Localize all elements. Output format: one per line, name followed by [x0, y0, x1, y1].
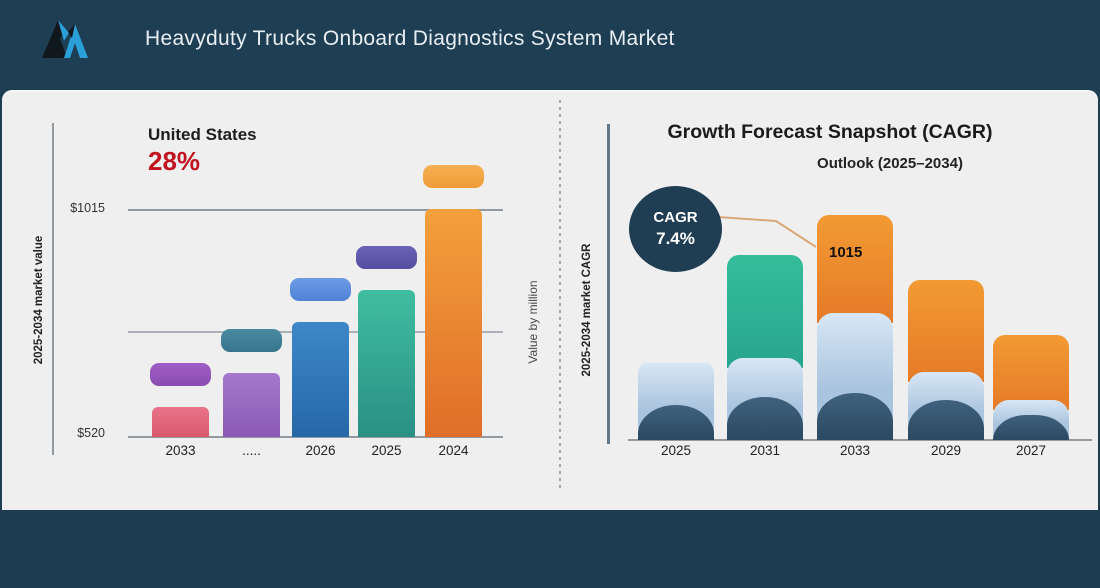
x-label-2024: 2024	[438, 443, 469, 458]
x-label-2026: 2026	[305, 443, 336, 458]
cagr-badge-label: CAGR	[653, 209, 698, 226]
segment-top-2033	[817, 215, 893, 323]
segment-top-2029	[908, 280, 984, 382]
x-label-.....: .....	[242, 443, 261, 458]
x-label-right-2033: 2033	[839, 443, 871, 458]
segment-top-2031	[727, 255, 803, 368]
left-y-axis-line	[52, 123, 54, 455]
left-region-label: United States	[148, 125, 257, 144]
segment-base-2029	[908, 400, 984, 440]
left-x-axis-line	[128, 436, 503, 438]
bar-cap-2026	[290, 278, 351, 301]
bar-2025	[358, 290, 415, 437]
right-x-axis-line	[628, 439, 1092, 441]
header-bar: Heavyduty Trucks Onboard Diagnostics Sys…	[0, 0, 1100, 90]
left-gridline-top	[128, 209, 503, 211]
bar-.....	[223, 373, 280, 437]
left-highlight-value: 28%	[148, 146, 201, 176]
segment-base-2033	[817, 393, 893, 440]
cagr-badge-value: 7.4%	[656, 228, 695, 248]
left-tick-520: $520	[77, 426, 105, 440]
segment-base-2031	[727, 397, 803, 440]
right-chart-subtitle: Outlook (2025–2034)	[817, 155, 963, 172]
x-label-right-2027: 2027	[1015, 443, 1047, 458]
bar-cap-.....	[221, 329, 282, 352]
bar-cap-2025	[356, 246, 417, 269]
bar-2024	[425, 209, 482, 437]
left-right-axis-title: Value by million	[526, 280, 540, 364]
right-chart-title: Growth Forecast Snapshot (CAGR)	[667, 121, 993, 143]
x-label-right-2025: 2025	[660, 443, 692, 458]
left-y-axis-title: 2025-2034 market value	[33, 235, 45, 365]
left-tick-1015: $1015	[70, 201, 105, 215]
panel-divider	[559, 100, 561, 492]
right-y-axis-line	[607, 124, 610, 444]
bar-annotation-1015: 1015	[829, 244, 863, 261]
right-y-axis-title: 2025-2034 market CAGR	[581, 243, 593, 377]
x-label-right-2031: 2031	[749, 443, 781, 458]
footer-bar: @ All Market Analysis Snapshot GlobalHea…	[0, 510, 1100, 588]
segment-top-2027	[993, 335, 1069, 410]
cagr-badge: CAGR 7.4%	[629, 186, 722, 272]
bar-cap-2024	[423, 165, 484, 188]
bar-2033	[152, 407, 209, 437]
ama-logo-icon	[42, 20, 88, 58]
x-label-2025: 2025	[371, 443, 402, 458]
page-title: Heavyduty Trucks Onboard Diagnostics Sys…	[145, 27, 675, 50]
x-label-right-2029: 2029	[930, 443, 962, 458]
bar-2026	[292, 322, 349, 437]
x-label-2033: 2033	[165, 443, 196, 458]
bar-cap-2033	[150, 363, 211, 386]
